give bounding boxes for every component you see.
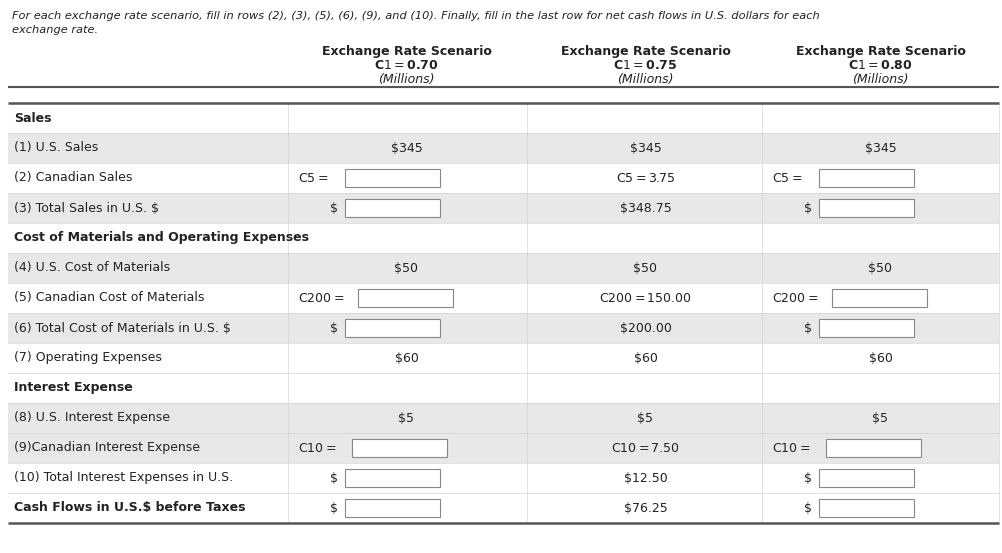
- Text: C$10 = $7.50: C$10 = $7.50: [611, 441, 680, 455]
- Bar: [8, 283, 999, 313]
- Text: (9)Canadian Interest Expense: (9)Canadian Interest Expense: [14, 441, 200, 455]
- Text: $50: $50: [869, 262, 893, 274]
- Bar: [819, 499, 914, 517]
- Bar: [8, 433, 999, 463]
- Text: $: $: [804, 472, 812, 484]
- Bar: [8, 313, 999, 343]
- Bar: [833, 289, 928, 307]
- Text: $345: $345: [865, 142, 897, 154]
- Bar: [345, 499, 440, 517]
- Bar: [352, 439, 447, 457]
- Bar: [8, 103, 999, 133]
- Bar: [820, 169, 915, 187]
- Text: C$200 = $: C$200 = $: [772, 291, 819, 305]
- Text: (1) U.S. Sales: (1) U.S. Sales: [14, 142, 98, 154]
- Text: $: $: [330, 472, 338, 484]
- Bar: [8, 133, 999, 163]
- Text: $50: $50: [633, 262, 657, 274]
- Text: (Millions): (Millions): [617, 73, 673, 86]
- Text: (2) Canadian Sales: (2) Canadian Sales: [14, 171, 132, 185]
- Text: C$10 = $: C$10 = $: [298, 441, 337, 455]
- Text: $: $: [330, 321, 338, 335]
- Text: (8) U.S. Interest Expense: (8) U.S. Interest Expense: [14, 411, 170, 425]
- Bar: [8, 163, 999, 193]
- Bar: [8, 403, 999, 433]
- Text: $12.50: $12.50: [623, 472, 667, 484]
- Text: Exchange Rate Scenario: Exchange Rate Scenario: [322, 45, 491, 58]
- Bar: [345, 469, 440, 487]
- Text: $: $: [804, 502, 812, 514]
- Text: $60: $60: [633, 352, 657, 364]
- Text: C$200 = $150.00: C$200 = $150.00: [599, 291, 692, 305]
- Bar: [345, 319, 440, 337]
- Bar: [8, 463, 999, 493]
- Text: (7) Operating Expenses: (7) Operating Expenses: [14, 352, 162, 364]
- Text: Exchange Rate Scenario: Exchange Rate Scenario: [796, 45, 966, 58]
- Text: Cost of Materials and Operating Expenses: Cost of Materials and Operating Expenses: [14, 232, 309, 244]
- Text: C$1=$0.80: C$1=$0.80: [849, 59, 913, 72]
- Text: (Millions): (Millions): [853, 73, 909, 86]
- Text: C$5 =$3.75: C$5 =$3.75: [615, 171, 675, 185]
- Text: Sales: Sales: [14, 112, 51, 124]
- Text: $5: $5: [637, 411, 653, 425]
- Bar: [819, 469, 914, 487]
- Text: Exchange Rate Scenario: Exchange Rate Scenario: [560, 45, 730, 58]
- Text: $50: $50: [395, 262, 419, 274]
- Bar: [8, 193, 999, 223]
- Text: (Millions): (Millions): [378, 73, 435, 86]
- Text: $5: $5: [399, 411, 415, 425]
- Text: C$1=$0.70: C$1=$0.70: [374, 59, 439, 72]
- Text: (3) Total Sales in U.S. $: (3) Total Sales in U.S. $: [14, 201, 159, 215]
- Bar: [8, 223, 999, 253]
- Text: exchange rate.: exchange rate.: [12, 25, 98, 35]
- Text: $76.25: $76.25: [623, 502, 667, 514]
- Bar: [359, 289, 454, 307]
- Bar: [8, 343, 999, 373]
- Text: Cash Flows in U.S.$ before Taxes: Cash Flows in U.S.$ before Taxes: [14, 502, 245, 514]
- Text: For each exchange rate scenario, fill in rows (2), (3), (5), (6), (9), and (10).: For each exchange rate scenario, fill in…: [12, 11, 820, 21]
- Text: $60: $60: [395, 352, 419, 364]
- Text: C$1=$0.75: C$1=$0.75: [613, 59, 677, 72]
- Text: $348.75: $348.75: [619, 201, 671, 215]
- Text: $5: $5: [873, 411, 889, 425]
- Text: (5) Canadian Cost of Materials: (5) Canadian Cost of Materials: [14, 291, 204, 305]
- Text: $345: $345: [629, 142, 661, 154]
- Text: $: $: [330, 502, 338, 514]
- Text: (10) Total Interest Expenses in U.S.: (10) Total Interest Expenses in U.S.: [14, 472, 233, 484]
- Text: $200.00: $200.00: [619, 321, 671, 335]
- Text: $: $: [804, 321, 812, 335]
- Text: C$10 = $: C$10 = $: [772, 441, 811, 455]
- Text: $345: $345: [391, 142, 423, 154]
- Bar: [826, 439, 921, 457]
- Bar: [8, 373, 999, 403]
- Bar: [8, 253, 999, 283]
- Text: (4) U.S. Cost of Materials: (4) U.S. Cost of Materials: [14, 262, 170, 274]
- Bar: [819, 319, 914, 337]
- Bar: [8, 493, 999, 523]
- Text: $: $: [330, 201, 338, 215]
- Text: $60: $60: [869, 352, 893, 364]
- Text: (6) Total Cost of Materials in U.S. $: (6) Total Cost of Materials in U.S. $: [14, 321, 230, 335]
- Bar: [345, 199, 440, 217]
- Bar: [346, 169, 441, 187]
- Text: $: $: [804, 201, 812, 215]
- Bar: [819, 199, 914, 217]
- Text: C$5 = $: C$5 = $: [298, 171, 329, 185]
- Text: C$200 = $: C$200 = $: [298, 291, 345, 305]
- Text: C$5 = $: C$5 = $: [772, 171, 803, 185]
- Text: Interest Expense: Interest Expense: [14, 382, 132, 394]
